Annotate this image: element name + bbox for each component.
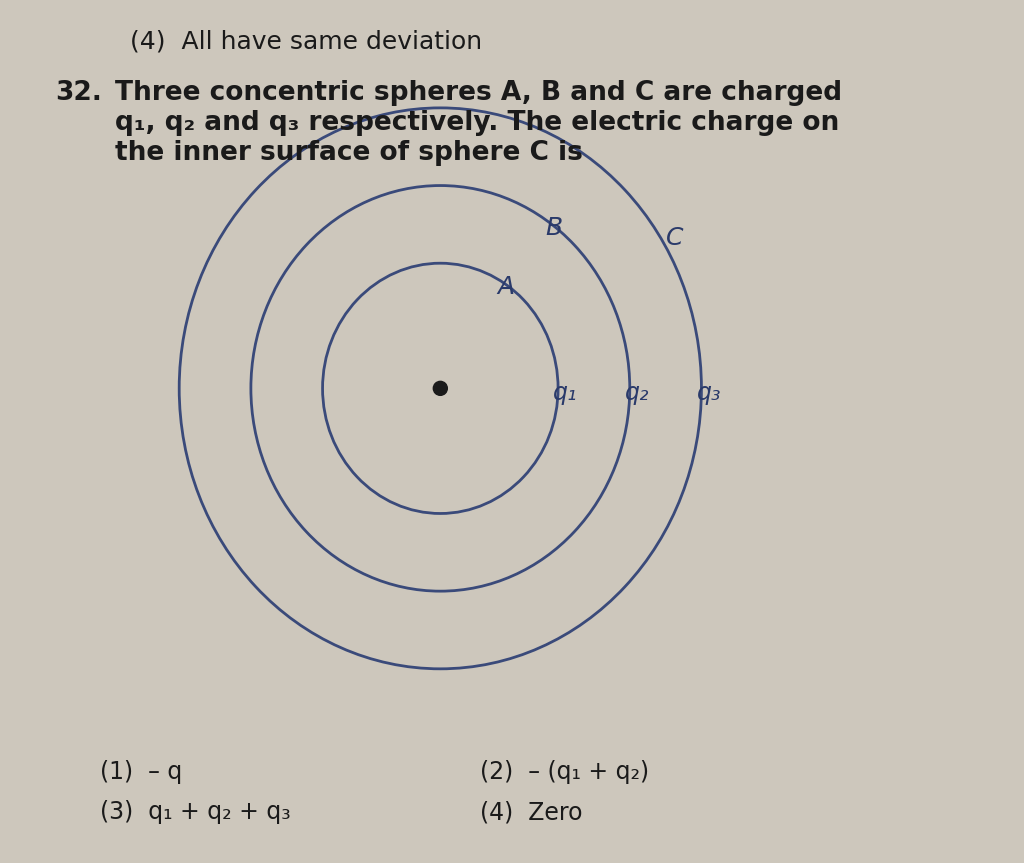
Text: (4)  All have same deviation: (4) All have same deviation [130, 30, 482, 54]
Text: B: B [546, 216, 562, 240]
Text: q₁: q₁ [553, 381, 578, 406]
Text: 32.: 32. [55, 80, 101, 106]
Text: q₃: q₃ [696, 381, 721, 406]
Circle shape [433, 381, 447, 395]
Text: (2)  – (q₁ + q₂): (2) – (q₁ + q₂) [480, 760, 649, 784]
Text: C: C [666, 226, 683, 250]
Text: Three concentric spheres A, B and C are charged
q₁, q₂ and q₃ respectively. The : Three concentric spheres A, B and C are … [115, 80, 842, 166]
Text: (1)  – q: (1) – q [100, 760, 182, 784]
Text: A: A [498, 275, 515, 299]
Text: q₂: q₂ [625, 381, 649, 406]
Text: (4)  Zero: (4) Zero [480, 800, 583, 824]
Text: (3)  q₁ + q₂ + q₃: (3) q₁ + q₂ + q₃ [100, 800, 291, 824]
